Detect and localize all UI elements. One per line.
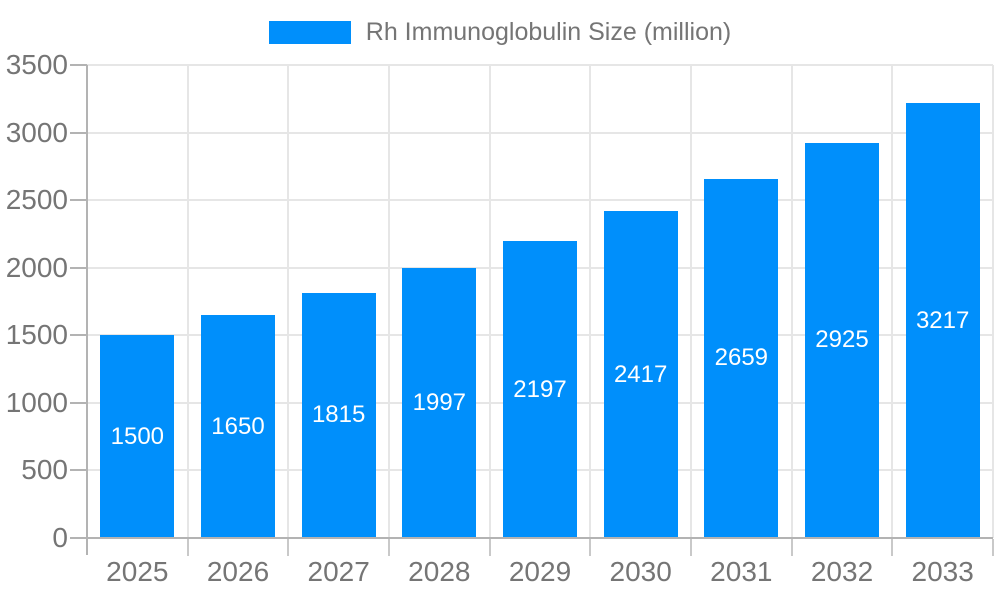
- y-tick-label-500: 500: [21, 454, 68, 486]
- gridline: [992, 65, 994, 538]
- y-tick-label-3500: 3500: [5, 49, 68, 80]
- bar-2027[interactable]: 1815: [301, 292, 376, 538]
- bar-2028[interactable]: 1997: [402, 268, 477, 538]
- y-axis-tick: [70, 537, 87, 539]
- gridline: [488, 65, 491, 538]
- x-tick-label-2033: 2033: [911, 556, 974, 587]
- legend-label: Rh Immunoglobulin Size (million): [365, 18, 732, 46]
- gridline: [388, 65, 390, 538]
- y-axis-tick: [70, 199, 87, 202]
- y-tick-label-1000: 1000: [5, 386, 68, 418]
- gridline: [287, 65, 290, 538]
- x-tick-label-2029: 2029: [508, 556, 572, 587]
- gridline: [589, 65, 592, 538]
- bar-value-label: 2197: [513, 375, 567, 403]
- x-axis-tick: [992, 539, 994, 556]
- x-tick-label-2025: 2025: [106, 556, 169, 587]
- x-tick-label-2027: 2027: [307, 556, 370, 587]
- x-axis-tick: [186, 539, 189, 556]
- y-axis-tick: [70, 334, 87, 337]
- bar-value-label: 1650: [211, 412, 265, 440]
- y-tick-label-3000: 3000: [5, 116, 68, 148]
- gridline: [891, 65, 894, 538]
- gridline: [87, 131, 993, 134]
- x-axis-line: [70, 537, 993, 539]
- y-axis-line: [86, 65, 88, 555]
- plot-area: 1500 1650 1815 1997 2197 2417 2659 2925 3217: [87, 64, 994, 538]
- x-tick-label-2031: 2031: [710, 556, 773, 587]
- x-tick-label-2028: 2028: [408, 556, 471, 587]
- bar-value-label: 3217: [915, 306, 970, 334]
- legend: Rh Immunoglobulin Size (million): [0, 18, 1000, 47]
- bar-value-label: 2925: [815, 326, 869, 354]
- x-axis-tick: [690, 539, 692, 556]
- x-axis-tick: [790, 539, 793, 556]
- y-tick-label-2500: 2500: [5, 184, 68, 216]
- x-tick-label-2026: 2026: [206, 556, 270, 587]
- bar-2029[interactable]: 2197: [503, 241, 577, 538]
- bar-2031[interactable]: 2659: [704, 178, 779, 538]
- bar-2033[interactable]: 3217: [905, 103, 980, 538]
- bar-2026[interactable]: 1650: [201, 315, 275, 538]
- y-tick-label-2000: 2000: [5, 251, 68, 283]
- x-axis-tick: [891, 539, 894, 556]
- x-tick-label-2030: 2030: [609, 556, 672, 587]
- gridline: [790, 65, 793, 538]
- bar-value-label: 2659: [714, 344, 769, 372]
- gridline: [186, 65, 189, 538]
- legend-item[interactable]: Rh Immunoglobulin Size (million): [268, 18, 732, 47]
- y-axis-tick: [70, 469, 87, 472]
- legend-color-swatch: [268, 21, 351, 44]
- bar-2032[interactable]: 2925: [805, 142, 879, 538]
- y-axis-tick: [70, 266, 87, 269]
- x-axis-tick: [589, 539, 592, 556]
- y-tick-label-0: 0: [52, 522, 68, 553]
- bar-value-label: 2417: [613, 360, 668, 388]
- bar-2025[interactable]: 1500: [100, 335, 175, 538]
- gridline: [87, 199, 993, 202]
- bar-value-label: 1500: [110, 422, 165, 450]
- y-axis-tick: [70, 131, 87, 134]
- bar-value-label: 1815: [311, 401, 366, 429]
- x-tick-label-2032: 2032: [810, 556, 874, 587]
- bar-value-label: 1997: [412, 389, 467, 417]
- y-axis-tick: [70, 401, 87, 404]
- x-axis-tick: [488, 539, 491, 556]
- x-axis-tick: [388, 539, 390, 556]
- y-tick-label-1500: 1500: [5, 319, 68, 351]
- y-axis-tick: [70, 64, 87, 66]
- bar-2030[interactable]: 2417: [603, 211, 678, 538]
- gridline: [690, 65, 692, 538]
- x-axis-tick: [287, 539, 290, 556]
- gridline: [87, 64, 993, 66]
